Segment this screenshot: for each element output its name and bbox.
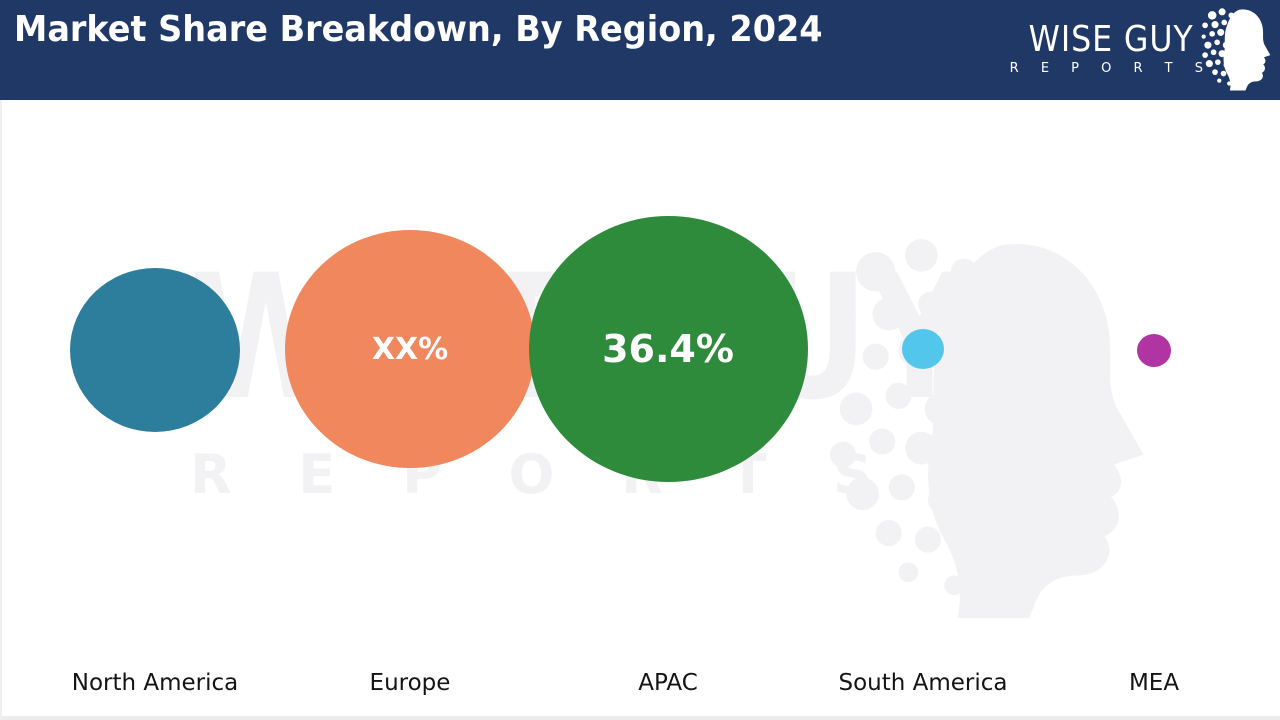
region-label-south-america: South America — [838, 670, 1008, 696]
bubble-value-label-europe: XX% — [371, 331, 449, 367]
region-label-mea: MEA — [1128, 670, 1180, 696]
bubble-north-america — [70, 268, 240, 432]
region-label-north-america: North America — [71, 670, 239, 696]
region-label-europe: Europe — [369, 670, 451, 696]
bubble-apac: 36.4% — [528, 216, 808, 482]
logo-subtext: R E P O R T S — [1009, 60, 1212, 76]
logo-wordmark: WISE GUY — [1028, 19, 1194, 61]
header: Market Share Breakdown, By Region, 2024 … — [0, 0, 1280, 100]
footer-strip — [2, 716, 1280, 720]
bubble-europe: XX% — [285, 230, 535, 468]
category-labels: North America Europe APAC South America MEA — [2, 100, 1280, 720]
logo-text: WISE GUY R E P O R T S — [1010, 20, 1212, 76]
region-label-apac: APAC — [638, 670, 698, 696]
dotted-head-profile-icon — [1201, 8, 1271, 91]
page-title: Market Share Breakdown, By Region, 2024 — [14, 9, 823, 50]
bubble-value-label-apac: 36.4% — [602, 327, 734, 371]
wiseguy-logo: WISE GUY R E P O R T S — [1010, 5, 1276, 91]
bubble-chart: WISE GUY R E P O R T S XX%36.4% North Am… — [0, 100, 1280, 720]
